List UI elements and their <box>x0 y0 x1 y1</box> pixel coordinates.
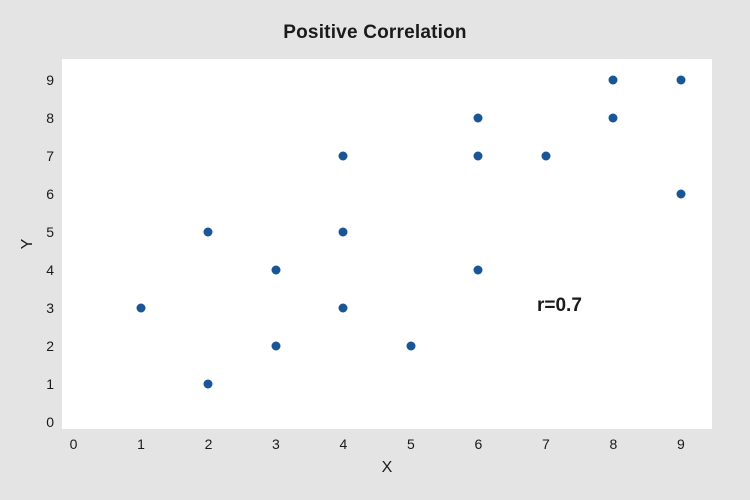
data-point <box>473 113 483 123</box>
y-tick-label: 2 <box>46 338 54 355</box>
y-tick-label: 4 <box>46 262 54 279</box>
x-tick-label: 6 <box>474 436 483 452</box>
data-point <box>608 75 618 85</box>
data-point <box>608 113 618 123</box>
x-tick-label: 7 <box>542 436 550 452</box>
x-tick-label: 4 <box>339 436 348 452</box>
x-tick-label: 1 <box>137 436 145 452</box>
x-tick-label: 5 <box>407 436 415 452</box>
y-tick-label: 5 <box>46 224 54 241</box>
data-point <box>136 303 146 313</box>
data-point <box>473 265 483 275</box>
data-point <box>338 227 348 237</box>
data-point <box>338 303 348 313</box>
y-tick-label: 0 <box>46 414 54 431</box>
chart-title: Positive Correlation <box>283 22 467 43</box>
y-tick-label: 7 <box>46 147 54 164</box>
data-point <box>271 341 281 351</box>
data-point <box>271 265 281 275</box>
x-tick-label: 2 <box>204 436 213 452</box>
data-point <box>541 151 551 161</box>
x-axis-label: X <box>381 459 393 476</box>
y-tick-label: 9 <box>46 71 54 88</box>
plot-area <box>62 59 712 429</box>
data-point <box>676 75 686 85</box>
y-tick-label: 8 <box>46 109 54 126</box>
data-point <box>203 227 213 237</box>
y-tick-label: 6 <box>46 185 54 202</box>
data-point <box>676 189 686 199</box>
correlation-annotation: r=0.7 <box>537 295 582 317</box>
y-tick-label: 3 <box>46 300 54 317</box>
y-tick-label: 1 <box>46 376 54 393</box>
x-tick-label: 0 <box>69 436 78 452</box>
data-point <box>338 151 348 161</box>
x-tick-label: 3 <box>272 436 280 452</box>
data-point <box>203 379 213 389</box>
x-tick-label: 9 <box>677 436 685 452</box>
data-point <box>473 151 483 161</box>
x-tick-label: 8 <box>609 436 618 452</box>
data-point <box>406 341 416 351</box>
